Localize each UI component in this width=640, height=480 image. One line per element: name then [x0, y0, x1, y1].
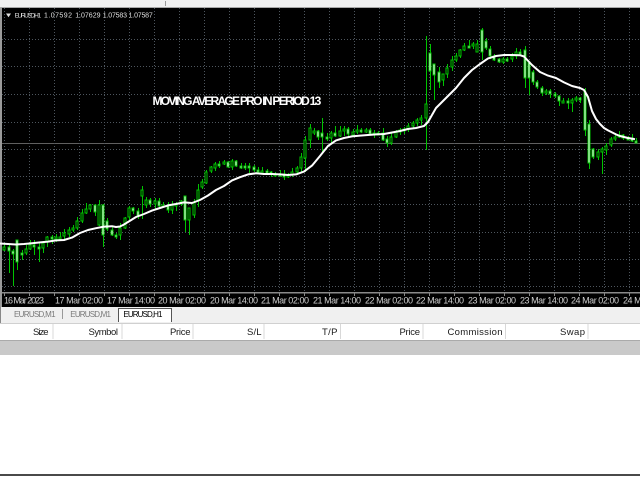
svg-text:Price: Price: [400, 327, 421, 338]
svg-text:22 Mar 02:00: 22 Mar 02:00: [365, 295, 413, 305]
svg-text:EURUSD,M1: EURUSD,M1: [14, 310, 56, 319]
svg-text:22 Mar 14:00: 22 Mar 14:00: [416, 295, 464, 305]
svg-text:1.07583: 1.07583: [103, 13, 127, 20]
svg-text:23 Mar 14:00: 23 Mar 14:00: [520, 295, 568, 305]
svg-text:T / P: T / P: [322, 327, 338, 338]
svg-text:17 Mar 02:00: 17 Mar 02:00: [55, 295, 103, 305]
svg-text:1.07592: 1.07592: [44, 13, 72, 20]
svg-text:1.07587: 1.07587: [129, 13, 153, 20]
svg-text:Commission: Commission: [448, 327, 503, 338]
svg-text:EURUSD,H1: EURUSD,H1: [123, 310, 163, 319]
svg-text:20 Mar 14:00: 20 Mar 14:00: [210, 295, 258, 305]
svg-text:MOVING AVERAGE PRO IN PERIOD 1: MOVING AVERAGE PRO IN PERIOD 13: [153, 94, 322, 108]
svg-text:EURUSD,H1: EURUSD,H1: [15, 13, 42, 20]
svg-text:Price: Price: [170, 327, 191, 338]
svg-text:21 Mar 02:00: 21 Mar 02:00: [261, 295, 309, 305]
svg-text:24 Mar 14:00: 24 Mar 14:00: [623, 295, 640, 305]
svg-text:Symbol: Symbol: [89, 327, 119, 338]
svg-text:16 Mar 2023: 16 Mar 2023: [4, 295, 44, 305]
svg-text:23 Mar 02:00: 23 Mar 02:00: [468, 295, 516, 305]
svg-text:EURUSD,M1: EURUSD,M1: [70, 310, 111, 319]
svg-text:17 Mar 14:00: 17 Mar 14:00: [107, 295, 155, 305]
svg-text:20 Mar 02:00: 20 Mar 02:00: [158, 295, 206, 305]
svg-text:S / L: S / L: [247, 327, 262, 338]
svg-text:Swap: Swap: [560, 327, 585, 338]
svg-text:24 Mar 02:00: 24 Mar 02:00: [571, 295, 619, 305]
svg-text:1.07629: 1.07629: [75, 13, 100, 20]
svg-text:21 Mar 14:00: 21 Mar 14:00: [313, 295, 361, 305]
svg-text:Size: Size: [33, 327, 49, 338]
